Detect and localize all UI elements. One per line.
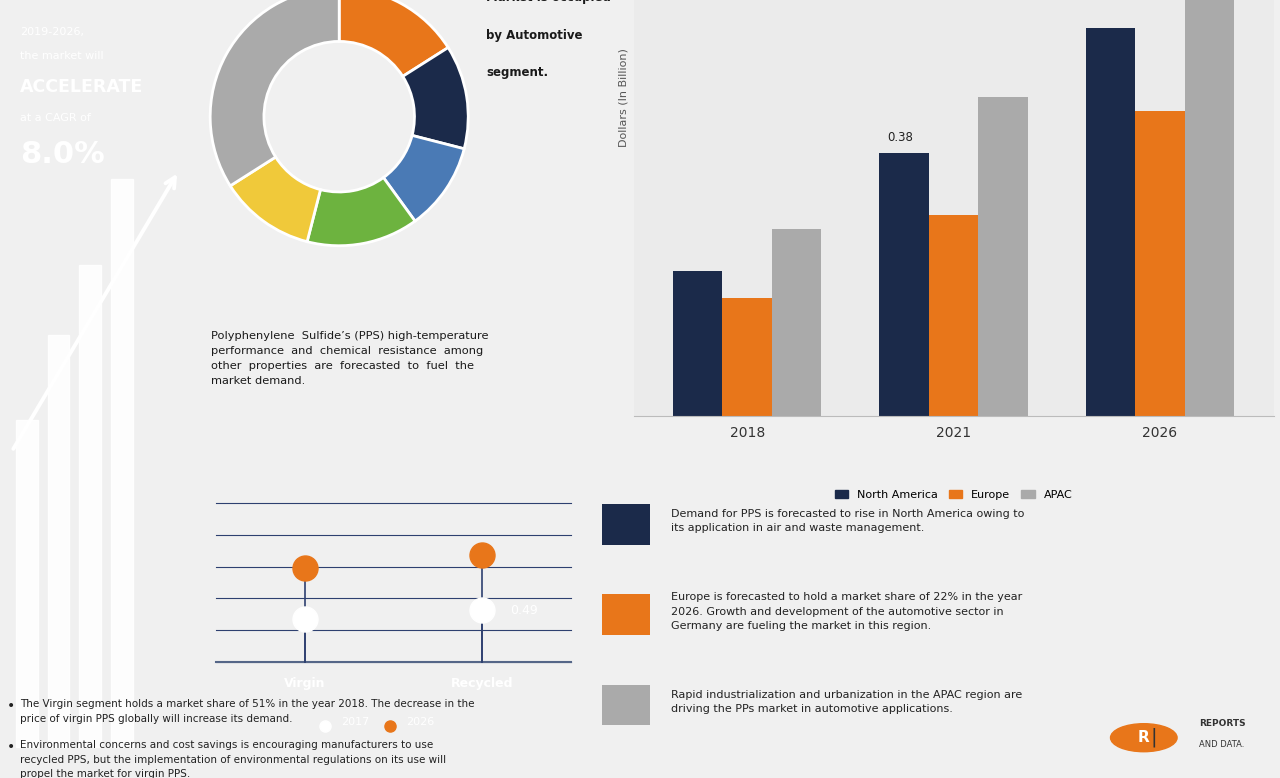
Text: Demand for PPS is forecasted to rise in North America owing to
its application i: Demand for PPS is forecasted to rise in …	[671, 509, 1024, 534]
Y-axis label: Dollars (In Billion): Dollars (In Billion)	[618, 47, 628, 147]
Bar	[47, 335, 69, 747]
Bar	[879, 152, 929, 416]
Text: Market is occupied: Market is occupied	[486, 0, 612, 5]
Bar	[722, 298, 772, 416]
Bar	[1135, 111, 1185, 416]
Wedge shape	[307, 177, 415, 246]
Wedge shape	[210, 0, 339, 186]
Wedge shape	[384, 135, 465, 221]
Text: ACCELERATE: ACCELERATE	[20, 78, 143, 96]
Bar	[79, 265, 101, 747]
Text: |: |	[1151, 728, 1157, 748]
Legend: North America, Europe, APAC: North America, Europe, APAC	[831, 485, 1076, 504]
Bar	[673, 271, 722, 416]
Text: at a CAGR of: at a CAGR of	[20, 113, 91, 123]
Bar	[772, 229, 822, 416]
Text: R: R	[1138, 731, 1149, 745]
Text: Recycled: Recycled	[451, 677, 513, 689]
Wedge shape	[230, 157, 320, 242]
Text: 2017: 2017	[342, 717, 370, 727]
Text: 2026: 2026	[406, 717, 434, 727]
Text: 0.38: 0.38	[887, 131, 913, 145]
Text: Polyphenylene  Sulfide’s (PPS) high-temperature
performance  and  chemical  resi: Polyphenylene Sulfide’s (PPS) high-tempe…	[211, 331, 489, 386]
Text: the market will: the market will	[20, 51, 104, 61]
Wedge shape	[339, 0, 448, 76]
Wedge shape	[403, 47, 468, 149]
Text: Environmental concerns and cost savings is encouraging manufacturers to use
recy: Environmental concerns and cost savings …	[20, 741, 447, 778]
Circle shape	[1111, 724, 1178, 752]
Text: 2019-2026,: 2019-2026,	[20, 27, 84, 37]
Text: Europe is forecasted to hold a market share of 22% in the year
2026. Growth and : Europe is forecasted to hold a market sh…	[671, 592, 1021, 631]
FancyBboxPatch shape	[602, 685, 650, 725]
Bar	[15, 420, 37, 747]
Bar	[111, 179, 133, 747]
FancyBboxPatch shape	[602, 504, 650, 545]
Text: •: •	[6, 741, 15, 755]
Text: Virgin: Virgin	[284, 677, 325, 689]
Bar	[1185, 0, 1234, 416]
FancyBboxPatch shape	[602, 594, 650, 635]
Text: 0.49: 0.49	[511, 604, 539, 617]
Bar	[978, 97, 1028, 416]
Bar	[929, 216, 978, 416]
Text: •: •	[6, 699, 15, 713]
Text: 8.0%: 8.0%	[20, 140, 105, 169]
Text: by Automotive: by Automotive	[486, 29, 582, 42]
Text: segment.: segment.	[486, 66, 549, 79]
Text: Rapid industrialization and urbanization in the APAC region are
driving the PPs : Rapid industrialization and urbanization…	[671, 690, 1021, 714]
Bar	[1085, 28, 1135, 416]
Text: REPORTS: REPORTS	[1199, 719, 1245, 728]
Text: The Virgin segment holds a market share of 51% in the year 2018. The decrease in: The Virgin segment holds a market share …	[20, 699, 475, 724]
Text: AND DATA.: AND DATA.	[1199, 740, 1244, 749]
